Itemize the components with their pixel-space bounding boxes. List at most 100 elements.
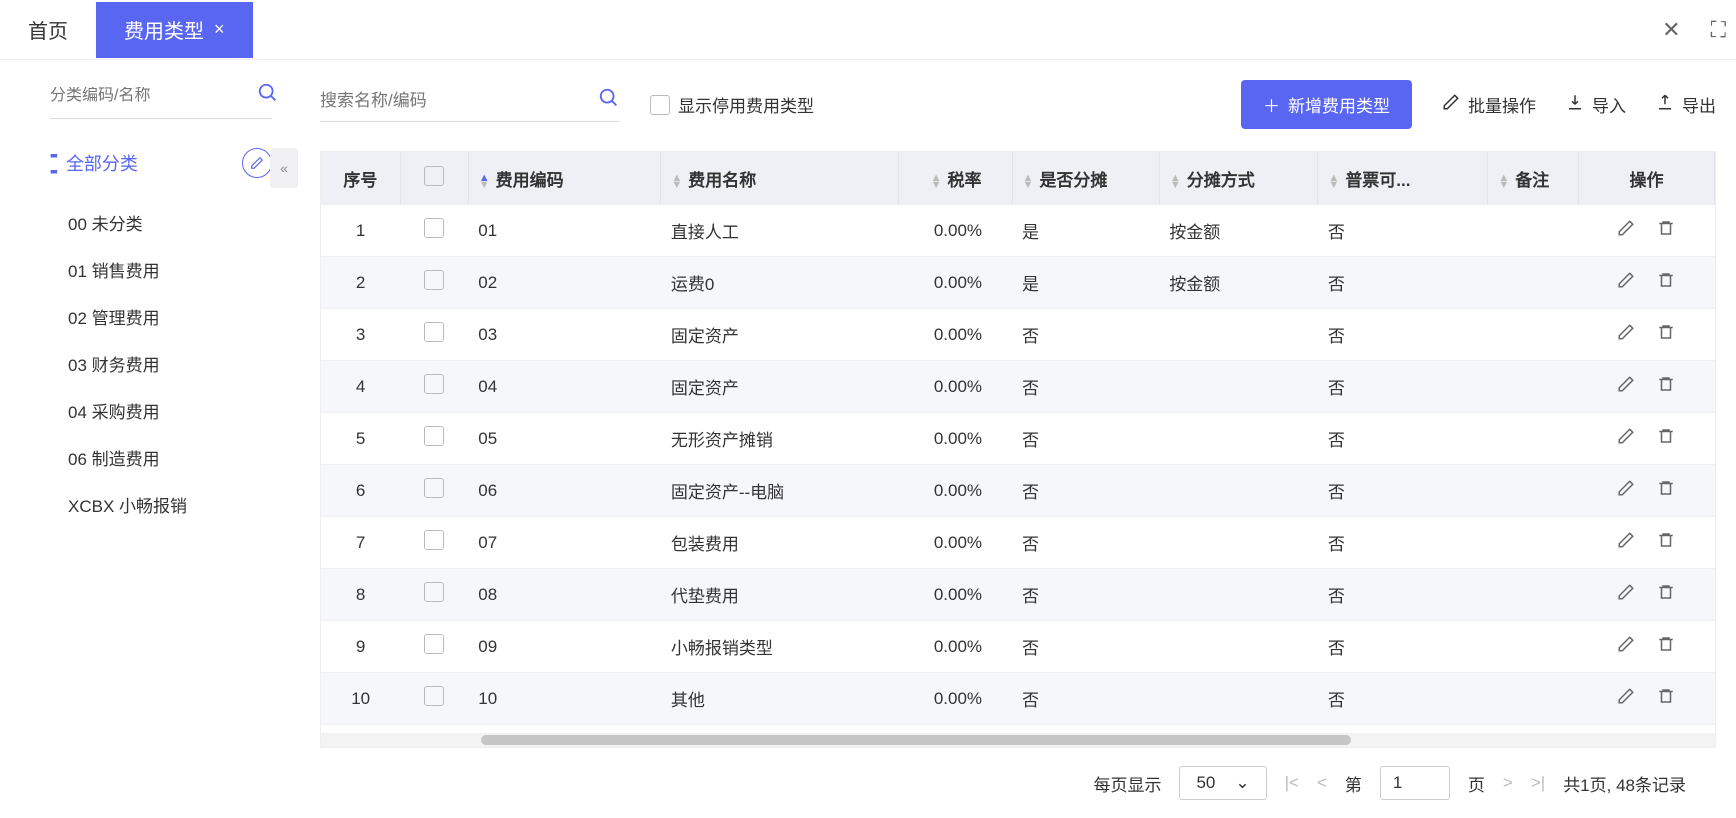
th-rate[interactable]: ▲▼税率 bbox=[899, 152, 1012, 205]
import-button[interactable]: 导入 bbox=[1566, 92, 1626, 117]
add-fee-type-button[interactable]: ＋ 新增费用类型 bbox=[1241, 80, 1412, 129]
th-method[interactable]: ▲▼分摊方式 bbox=[1159, 152, 1318, 205]
delete-row-icon[interactable] bbox=[1657, 427, 1675, 450]
table-wrapper: 序号 ▲▼费用编码 ▲▼ 费用名称 ▲▼税率 ▲▼是否分摊 ▲▼分摊方式 ▲▼普票… bbox=[320, 151, 1716, 748]
cell-checkbox[interactable] bbox=[400, 465, 468, 517]
sort-icon: ▲▼ bbox=[671, 175, 682, 189]
sidebar-item[interactable]: 06 制造费用 bbox=[68, 434, 272, 481]
sidebar-item[interactable]: 01 销售费用 bbox=[68, 246, 272, 293]
cell-method bbox=[1159, 621, 1318, 673]
sidebar-item[interactable]: 02 管理费用 bbox=[68, 293, 272, 340]
cell-share: 是 bbox=[1012, 205, 1159, 257]
close-icon[interactable]: × bbox=[214, 19, 225, 40]
th-share[interactable]: ▲▼是否分摊 bbox=[1012, 152, 1159, 205]
edit-row-icon[interactable] bbox=[1617, 687, 1635, 710]
page-input[interactable]: 1 bbox=[1380, 766, 1450, 800]
table-row[interactable]: 101直接人工0.00%是按金额否 bbox=[321, 205, 1715, 257]
cell-share: 否 bbox=[1012, 465, 1159, 517]
edit-row-icon[interactable] bbox=[1617, 427, 1635, 450]
table-row[interactable]: 404固定资产0.00%否否 bbox=[321, 361, 1715, 413]
cell-checkbox[interactable] bbox=[400, 205, 468, 257]
edit-row-icon[interactable] bbox=[1617, 271, 1635, 294]
table-row[interactable]: 909小畅报销类型0.00%否否 bbox=[321, 621, 1715, 673]
per-page-select[interactable]: 50 ⌄ bbox=[1179, 766, 1266, 800]
table-row[interactable]: 707包装费用0.00%否否 bbox=[321, 517, 1715, 569]
th-note[interactable]: ▲▼备注 bbox=[1488, 152, 1579, 205]
cell-ticket: 否 bbox=[1318, 413, 1488, 465]
table-row[interactable]: 1010其他0.00%否否 bbox=[321, 673, 1715, 725]
cell-checkbox[interactable] bbox=[400, 673, 468, 725]
horizontal-scrollbar[interactable] bbox=[321, 733, 1715, 747]
last-page-icon[interactable]: >| bbox=[1531, 773, 1545, 793]
edit-row-icon[interactable] bbox=[1617, 323, 1635, 346]
delete-row-icon[interactable] bbox=[1657, 271, 1675, 294]
table-row[interactable]: 202运费00.00%是按金额否 bbox=[321, 257, 1715, 309]
th-op: 操作 bbox=[1578, 152, 1714, 205]
cell-checkbox[interactable] bbox=[400, 361, 468, 413]
edit-row-icon[interactable] bbox=[1617, 583, 1635, 606]
category-all-label: 全部分类 bbox=[66, 150, 138, 176]
cell-checkbox[interactable] bbox=[400, 517, 468, 569]
edit-row-icon[interactable] bbox=[1617, 635, 1635, 658]
cell-checkbox[interactable] bbox=[400, 413, 468, 465]
search-icon[interactable] bbox=[598, 87, 620, 115]
edit-row-icon[interactable] bbox=[1617, 219, 1635, 242]
tab-home[interactable]: 首页 bbox=[0, 2, 96, 58]
edit-row-icon[interactable] bbox=[1617, 479, 1635, 502]
delete-row-icon[interactable] bbox=[1657, 531, 1675, 554]
edit-row-icon[interactable] bbox=[1617, 531, 1635, 554]
sidebar-item[interactable]: 00 未分类 bbox=[68, 199, 272, 246]
export-button[interactable]: 导出 bbox=[1656, 92, 1716, 117]
sidebar-search-input[interactable] bbox=[50, 87, 257, 105]
checkbox-icon bbox=[424, 218, 444, 238]
prev-page-icon[interactable]: < bbox=[1317, 773, 1327, 793]
search-icon[interactable] bbox=[257, 82, 279, 110]
th-index[interactable]: 序号 bbox=[321, 152, 400, 205]
close-all-icon[interactable]: ✕ bbox=[1662, 17, 1680, 43]
th-ticket[interactable]: ▲▼普票可... bbox=[1318, 152, 1488, 205]
cell-index: 6 bbox=[321, 465, 400, 517]
th-checkbox[interactable] bbox=[400, 152, 468, 205]
checkbox-icon bbox=[424, 426, 444, 446]
batch-action-button[interactable]: 批量操作 bbox=[1442, 92, 1536, 117]
edit-categories-icon[interactable] bbox=[242, 148, 272, 178]
table-row[interactable]: 606固定资产--电脑0.00%否否 bbox=[321, 465, 1715, 517]
delete-row-icon[interactable] bbox=[1657, 219, 1675, 242]
collapse-sidebar-icon[interactable]: « bbox=[270, 148, 298, 188]
cell-checkbox[interactable] bbox=[400, 257, 468, 309]
cell-checkbox[interactable] bbox=[400, 569, 468, 621]
cell-ticket: 否 bbox=[1318, 673, 1488, 725]
edit-row-icon[interactable] bbox=[1617, 375, 1635, 398]
sort-icon: ▲▼ bbox=[479, 175, 490, 189]
delete-row-icon[interactable] bbox=[1657, 375, 1675, 398]
delete-row-icon[interactable] bbox=[1657, 687, 1675, 710]
cell-checkbox[interactable] bbox=[400, 621, 468, 673]
fullscreen-icon[interactable]: ⛶ bbox=[1711, 17, 1726, 43]
th-name[interactable]: ▲▼ 费用名称 bbox=[661, 152, 899, 205]
sidebar-item[interactable]: 03 财务费用 bbox=[68, 340, 272, 387]
first-page-icon[interactable]: |< bbox=[1285, 773, 1299, 793]
sidebar-item[interactable]: XCBX 小畅报销 bbox=[68, 481, 272, 528]
table-row[interactable]: 303固定资产0.00%否否 bbox=[321, 309, 1715, 361]
show-disabled-checkbox[interactable]: 显示停用费用类型 bbox=[650, 92, 814, 117]
sidebar-item[interactable]: 04 采购费用 bbox=[68, 387, 272, 434]
sidebar-search bbox=[50, 82, 272, 119]
delete-row-icon[interactable] bbox=[1657, 479, 1675, 502]
delete-row-icon[interactable] bbox=[1657, 323, 1675, 346]
th-code[interactable]: ▲▼费用编码 bbox=[468, 152, 661, 205]
tab-fee-type[interactable]: 费用类型 × bbox=[96, 2, 253, 58]
th-name-label: 费用名称 bbox=[688, 171, 756, 190]
delete-row-icon[interactable] bbox=[1657, 635, 1675, 658]
cell-method bbox=[1159, 517, 1318, 569]
delete-row-icon[interactable] bbox=[1657, 583, 1675, 606]
next-page-icon[interactable]: > bbox=[1503, 773, 1513, 793]
search-input[interactable] bbox=[320, 91, 598, 111]
th-note-label: 备注 bbox=[1515, 171, 1549, 190]
scrollbar-thumb[interactable] bbox=[481, 735, 1351, 745]
category-all[interactable]: ▪▪▪▪ 全部分类 bbox=[50, 147, 272, 179]
cell-method bbox=[1159, 673, 1318, 725]
table-row[interactable]: 808代垫费用0.00%否否 bbox=[321, 569, 1715, 621]
cell-checkbox[interactable] bbox=[400, 309, 468, 361]
checkbox-icon bbox=[424, 686, 444, 706]
table-row[interactable]: 505无形资产摊销0.00%否否 bbox=[321, 413, 1715, 465]
